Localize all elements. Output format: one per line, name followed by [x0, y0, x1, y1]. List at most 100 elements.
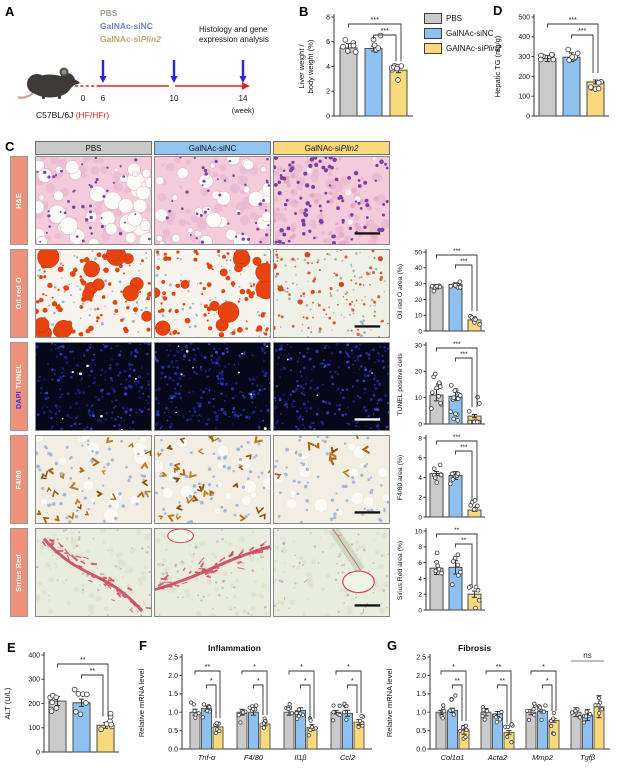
svg-text:2.5: 2.5	[416, 654, 426, 661]
svg-text:***: ***	[569, 17, 577, 24]
treatment-legend: PBS GalNAc-siNC GalNAc-siPlin2	[100, 7, 161, 46]
svg-text:**: **	[454, 527, 460, 534]
chart-svg-sirius: 0 2 4 6 8 10 Sirius Red area (%) ****	[397, 527, 485, 614]
svg-text:20: 20	[415, 369, 423, 376]
svg-text:***: ***	[453, 434, 461, 441]
svg-text:20: 20	[415, 297, 423, 304]
micrograph-svg	[274, 157, 389, 244]
svg-text:*: *	[253, 664, 256, 671]
chart-svg-B: 0 2 4 6 8 Liver weight /body weight (%) ******	[297, 14, 413, 120]
svg-text:6: 6	[418, 455, 422, 462]
svg-text:***: ***	[578, 28, 586, 35]
svg-text:100: 100	[518, 94, 530, 101]
svg-text:*: *	[452, 664, 455, 671]
micrograph-svg	[36, 343, 151, 430]
svg-text:*: *	[546, 678, 549, 685]
legend-item-2: GAINAc-siPlin2	[424, 41, 501, 56]
injection-arrow-icon-2	[239, 60, 247, 83]
svg-text:4: 4	[326, 64, 330, 71]
svg-text:Relative mRNA level: Relative mRNA level	[386, 668, 394, 737]
svg-text:1.0: 1.0	[168, 710, 178, 717]
svg-text:0: 0	[36, 749, 40, 756]
svg-text:1.5: 1.5	[416, 691, 426, 698]
svg-text:Inflammation: Inflammation	[208, 643, 261, 653]
micrograph-f480-col0	[35, 435, 152, 524]
micrograph-svg	[155, 436, 270, 523]
chart-svg-D: 0 100 200 300 400 500 Hepatic TG (mg/g) ******	[493, 14, 609, 120]
annotation-line1: Histology and gene	[199, 25, 268, 34]
svg-text:*: *	[542, 664, 545, 671]
svg-text:*: *	[347, 664, 350, 671]
svg-text:10: 10	[415, 313, 423, 320]
svg-text:Acta2: Acta2	[487, 753, 508, 762]
svg-text:Mmp2: Mmp2	[532, 753, 554, 762]
row-label-he: H&E	[10, 156, 28, 245]
svg-text:300: 300	[518, 54, 530, 61]
svg-text:8: 8	[418, 544, 422, 551]
svg-text:***: ***	[381, 28, 389, 35]
chart-fibrosis: 0.0 0.5 1.0 1.5 2.0 2.5 Relative mRNA level Fib…	[385, 641, 622, 777]
svg-text:**: **	[455, 678, 461, 685]
micrograph-sirius-col1	[154, 528, 271, 617]
mouse-icon	[13, 67, 82, 99]
svg-text:40: 40	[415, 265, 423, 272]
column-header-1: GalNAc-siNC	[154, 141, 271, 155]
chart-liver-weight: 0 2 4 6 8 Liver weight /body weight (%) ******	[297, 4, 430, 143]
chart-svg-tunel: 0 10 20 30 TUNEL positive cells *** ***	[397, 341, 485, 428]
treatment-label-2: GalNAc-siPlin2	[100, 34, 161, 44]
svg-text:ns: ns	[583, 651, 591, 660]
svg-text:Tgfβ: Tgfβ	[580, 753, 596, 762]
experiment-timeline: 0 6 10 14 (week)	[13, 48, 293, 125]
legend-label-0: PBS	[446, 14, 463, 23]
svg-text:**: **	[461, 537, 467, 544]
scale-bar	[354, 604, 381, 607]
svg-text:**: **	[80, 657, 86, 664]
svg-text:2.0: 2.0	[168, 673, 178, 680]
injection-arrow-icon-0	[99, 60, 107, 83]
svg-text:0: 0	[418, 607, 422, 614]
scale-bar	[354, 418, 381, 421]
svg-text:*: *	[351, 678, 354, 685]
svg-text:Il1β: Il1β	[294, 753, 307, 762]
micrograph-f480-col1	[154, 435, 271, 524]
micrograph-tunel-col1	[154, 342, 271, 431]
svg-text:TUNEL positive cells: TUNEL positive cells	[397, 353, 404, 416]
svg-text:**: **	[205, 664, 211, 671]
scale-bar	[354, 511, 381, 514]
injection-arrow-icon-1	[170, 60, 178, 83]
chart-svg-f480: 0 2 4 6 8 F4/80 area (%) *** ***	[397, 434, 485, 521]
row-label-f480: F4/80	[10, 435, 28, 524]
svg-text:400: 400	[28, 652, 40, 659]
chart-inflammation: 0.0 0.5 1.0 1.5 2.0 2.5 Relative mRNA level Inf…	[137, 641, 388, 777]
micrograph-svg	[274, 343, 389, 430]
legend-label-1: GalNAc-siNC	[446, 29, 494, 38]
svg-text:**: **	[500, 678, 506, 685]
svg-text:0: 0	[418, 328, 422, 335]
scale-bar	[354, 325, 381, 328]
svg-text:***: ***	[460, 351, 468, 358]
panel-a-letter: A	[5, 4, 15, 19]
svg-text:2.0: 2.0	[416, 673, 426, 680]
svg-text:0.0: 0.0	[416, 746, 426, 753]
micrograph-svg	[155, 529, 270, 616]
legend-swatch-0	[424, 12, 442, 25]
svg-text:6: 6	[326, 39, 330, 46]
group-legend: PBS GalNAc-siNC GAINAc-siPlin2	[424, 11, 501, 56]
legend-swatch-1	[424, 27, 442, 40]
treatment-label-0: PBS	[100, 8, 118, 18]
micrograph-svg	[274, 529, 389, 616]
treatment-label-1: GalNAc-siNC	[100, 21, 153, 31]
svg-text:***: ***	[453, 248, 461, 255]
svg-text:ALT (U/L): ALT (U/L)	[4, 687, 12, 719]
legend-label-2: GAINAc-siPlin2	[446, 44, 502, 53]
micrograph-sirius-col0	[35, 528, 152, 617]
svg-text:2: 2	[418, 495, 422, 502]
svg-text:*: *	[257, 678, 260, 685]
svg-text:50: 50	[415, 249, 423, 256]
svg-text:**: **	[90, 668, 96, 675]
svg-text:2: 2	[326, 89, 330, 96]
svg-text:2.5: 2.5	[168, 654, 178, 661]
panel-c-letter: C	[5, 139, 15, 154]
micrograph-svg	[36, 250, 151, 337]
timeline-svg: 0 6 10 14 (week)	[13, 60, 255, 115]
